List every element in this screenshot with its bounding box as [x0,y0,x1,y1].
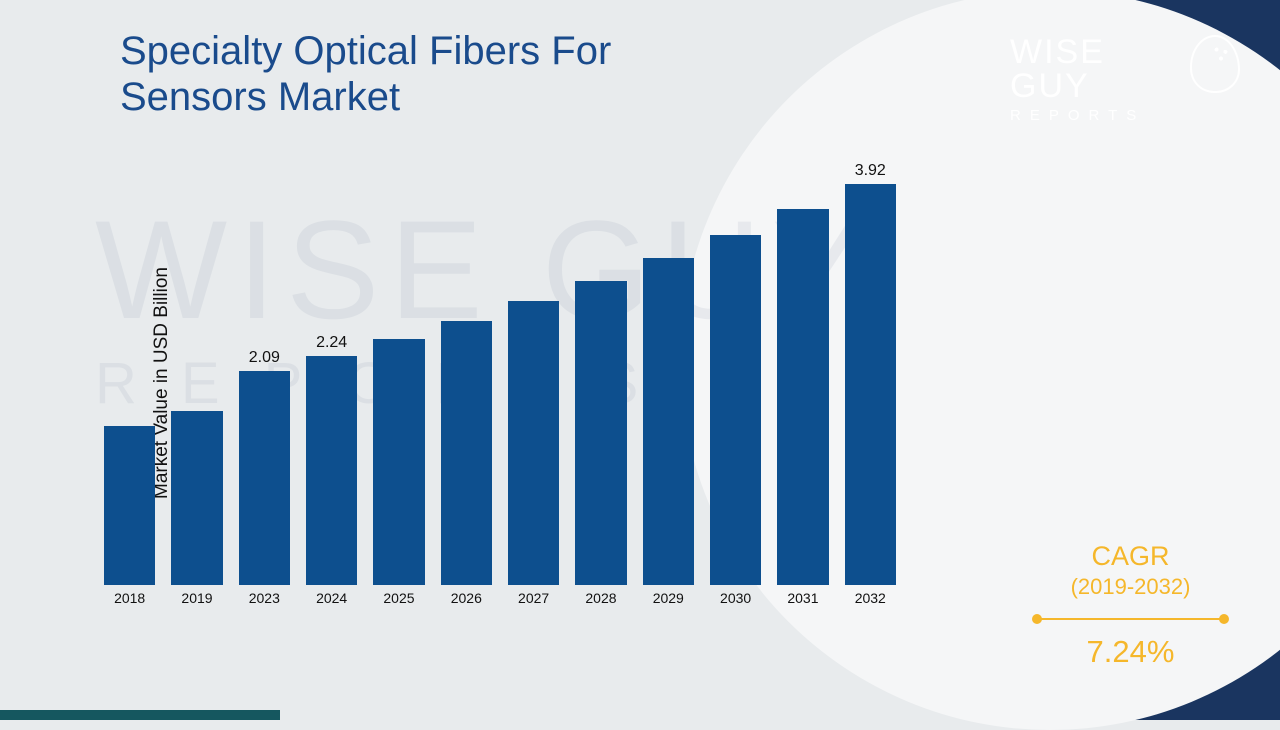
logo-head-icon [1190,35,1240,93]
bar [575,281,626,585]
bar-wrap [710,235,761,585]
bar-wrap [643,258,694,585]
bar [104,426,155,585]
x-axis-labels: 2018 2019 2023 2024 2025 2026 2027 2028 2029 2030… [100,590,900,606]
bar [171,411,222,585]
x-axis-label: 2024 [306,590,357,606]
x-axis-label: 2032 [845,590,896,606]
logo-text-sub: REPORTS [1010,107,1184,124]
cagr-block: CAGR (2019-2032) 7.24% [1033,541,1228,670]
brand-logo: WISE GUY REPORTS [1010,35,1240,124]
logo-text-main: WISE GUY [1010,35,1184,103]
bottom-accent-bar [0,710,280,720]
x-axis-label: 2031 [777,590,828,606]
cagr-value: 7.24% [1033,634,1228,670]
cagr-divider [1037,618,1224,620]
plot-area: 2.09 2.24 3.92 [100,155,900,585]
x-axis-label: 2027 [508,590,559,606]
bar-wrap [441,321,492,585]
x-axis-label: 2018 [104,590,155,606]
bar [710,235,761,585]
bar [845,184,896,585]
bar-value-label: 3.92 [855,162,886,180]
x-axis-label: 2030 [710,590,761,606]
bar-wrap: 2.09 [239,371,290,585]
bar-value-label: 2.09 [249,349,280,367]
bar-chart: Market Value in USD Billion 2.092.243.92… [100,155,900,610]
bar-wrap [171,411,222,585]
bar [777,209,828,585]
bar [508,301,559,585]
bar [373,339,424,585]
cagr-range: (2019-2032) [1033,574,1228,600]
x-axis-label: 2028 [575,590,626,606]
bar-wrap [508,301,559,585]
bar [441,321,492,585]
bar [239,371,290,585]
bar-wrap: 2.24 [306,356,357,585]
bar-wrap [373,339,424,585]
x-axis-label: 2023 [239,590,290,606]
bar-wrap [104,426,155,585]
bar [643,258,694,585]
bar-wrap: 3.92 [845,184,896,585]
x-axis-label: 2029 [643,590,694,606]
x-axis-label: 2026 [441,590,492,606]
bar [306,356,357,585]
x-axis-label: 2025 [373,590,424,606]
chart-title: Specialty Optical Fibers For Sensors Mar… [120,28,740,120]
bar-value-label: 2.24 [316,334,347,352]
x-axis-label: 2019 [171,590,222,606]
bar-wrap [575,281,626,585]
cagr-title: CAGR [1033,541,1228,572]
bar-wrap [777,209,828,585]
